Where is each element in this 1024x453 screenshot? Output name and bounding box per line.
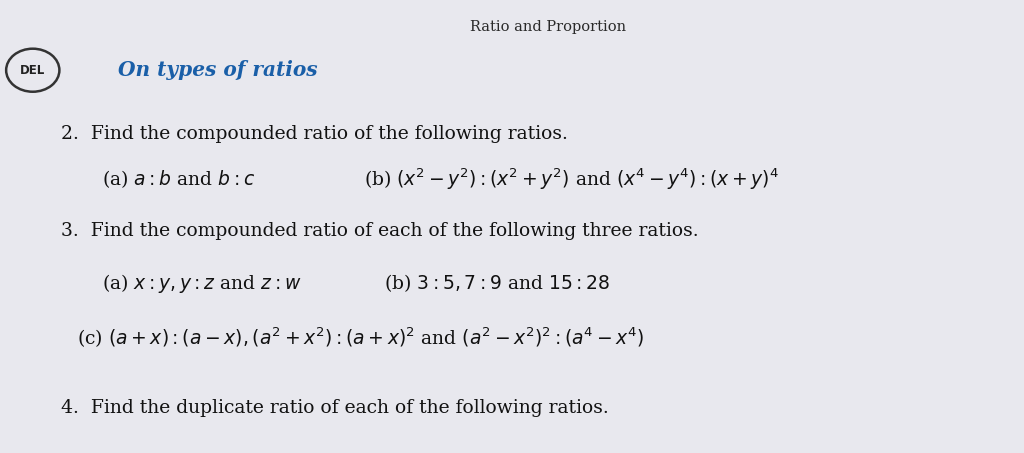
Text: (c) $(a+x):(a-x), (a^2+x^2):(a+x)^2$ and $(a^2-x^2)^2:(a^4-x^4)$: (c) $(a+x):(a-x), (a^2+x^2):(a+x)^2$ and…	[77, 325, 644, 350]
Text: (b) $3:5, 7:9$ and $15:28$: (b) $3:5, 7:9$ and $15:28$	[384, 272, 610, 294]
Text: 3.  Find the compounded ratio of each of the following three ratios.: 3. Find the compounded ratio of each of …	[61, 222, 699, 240]
Text: On types of ratios: On types of ratios	[118, 60, 317, 80]
Text: (a) $x:y, y:z$ and $z:w$: (a) $x:y, y:z$ and $z:w$	[102, 272, 302, 294]
Text: 4.  Find the duplicate ratio of each of the following ratios.: 4. Find the duplicate ratio of each of t…	[61, 399, 609, 417]
Text: DEL: DEL	[20, 64, 45, 77]
Text: Ratio and Proportion: Ratio and Proportion	[470, 20, 626, 34]
Text: (b) $(x^2-y^2):(x^2+y^2)$ and $(x^4-y^4):(x+y)^4$: (b) $(x^2-y^2):(x^2+y^2)$ and $(x^4-y^4)…	[364, 166, 778, 192]
Text: 2.  Find the compounded ratio of the following ratios.: 2. Find the compounded ratio of the foll…	[61, 125, 568, 143]
Text: (a) $a:b$ and $b:c$: (a) $a:b$ and $b:c$	[102, 168, 256, 190]
